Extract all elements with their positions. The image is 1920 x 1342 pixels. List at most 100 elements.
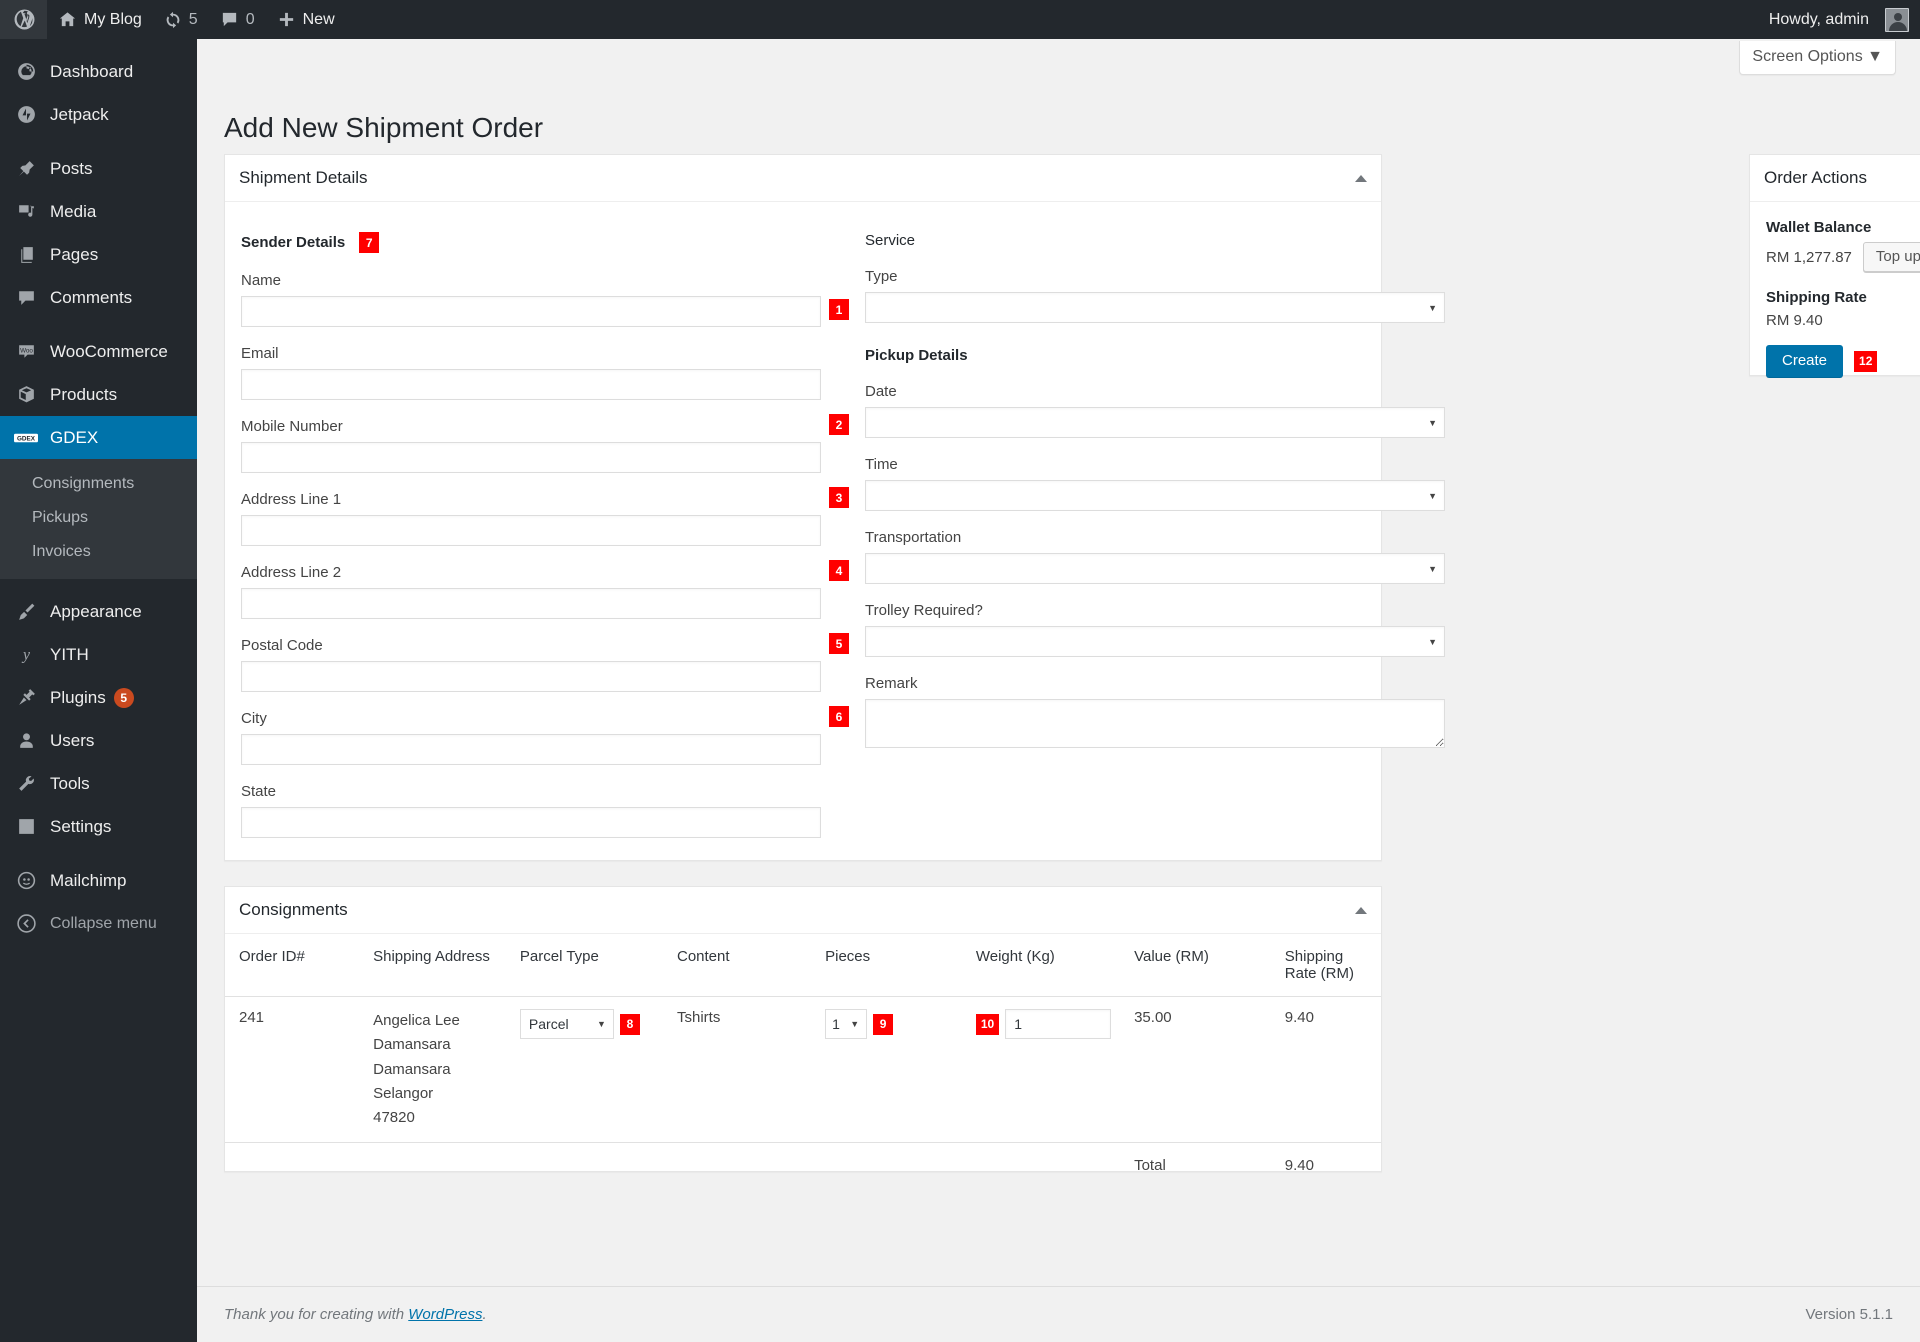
collapse-menu-label: Collapse menu [50, 914, 157, 932]
field-label-mobile: Mobile Number [241, 418, 343, 435]
consignments-table-head: Order ID# Shipping Address Parcel Type C… [225, 934, 1381, 997]
pin-icon [14, 157, 38, 181]
comments-icon [14, 286, 38, 310]
parcel-type-select[interactable]: Parcel [519, 1009, 614, 1039]
field-transportation: Transportation 4 [829, 529, 1445, 584]
sidebar-item-jetpack[interactable]: Jetpack [0, 93, 197, 136]
sidebar-item-label: WooCommerce [50, 341, 168, 361]
sidebar-item-dashboard[interactable]: Dashboard [0, 50, 197, 93]
cell-content: Tshirts [676, 996, 826, 1144]
create-button[interactable]: Create [1766, 345, 1844, 377]
annotation-badge-5: 5 [829, 633, 849, 654]
chevron-down-icon: ▼ [1867, 48, 1883, 65]
comments-button[interactable]: 0 [209, 0, 266, 39]
comment-bubble-icon [220, 10, 239, 29]
sender-mobile-input[interactable] [241, 442, 821, 473]
pickup-date-select[interactable] [865, 407, 1445, 438]
sidebar-item-label: Tools [50, 773, 90, 793]
total-spacer [225, 1142, 374, 1187]
column-header-shipping-address: Shipping Address [373, 934, 520, 997]
footer-thanks-prefix: Thank you for creating with [224, 1306, 409, 1323]
sender-address2-input[interactable] [241, 588, 821, 619]
sidebar-item-posts[interactable]: Posts [0, 147, 197, 190]
field-remark: Remark 6 [829, 675, 1445, 751]
site-name-button[interactable]: My Blog [47, 0, 153, 39]
table-total-row: Total 9.40 [225, 1142, 1381, 1187]
collapse-menu-button[interactable]: Collapse menu [0, 902, 197, 945]
sidebar-item-consignments[interactable]: Consignments [32, 475, 135, 492]
screen-options-label: Screen Options [1752, 48, 1863, 65]
sender-name-input[interactable] [241, 296, 821, 327]
remark-textarea[interactable] [865, 699, 1445, 748]
sidebar-item-appearance[interactable]: Appearance [0, 590, 197, 633]
appearance-brush-icon [14, 600, 38, 624]
sidebar-item-users[interactable]: Users [0, 719, 197, 762]
consignments-header: Consignments [225, 887, 1381, 934]
wallet-balance-label: Wallet Balance [1766, 219, 1872, 236]
admin-bar-right: Howdy, admin [1758, 0, 1920, 39]
sidebar-item-gdex[interactable]: GDEX GDEX [0, 416, 205, 459]
field-label-postal: Postal Code [241, 637, 323, 654]
pickup-time-select[interactable] [865, 480, 1445, 511]
service-type-select[interactable] [865, 292, 1445, 323]
screen-options-button[interactable]: Screen Options ▼ [1739, 41, 1896, 75]
top-up-button[interactable]: Top up [1862, 242, 1920, 272]
sender-city-input[interactable] [241, 734, 821, 765]
address-line: 47820 [373, 1109, 415, 1127]
sidebar-item-label: Settings [50, 816, 112, 836]
column-header-value: Value (RM) [1134, 934, 1285, 997]
address-line: Damansara [373, 1060, 451, 1078]
wallet-balance-value: RM 1,277.87 [1766, 248, 1852, 266]
sidebar-item-products[interactable]: Products [0, 373, 197, 416]
order-actions-title: Order Actions [1764, 168, 1867, 187]
service-pickup-column: Service Type 1 Pickup Details Date [823, 232, 1445, 856]
transportation-select[interactable] [865, 553, 1445, 584]
trolley-required-select[interactable] [865, 626, 1445, 657]
sender-email-input[interactable] [241, 369, 821, 400]
field-trolley-required: Trolley Required? 5 [829, 602, 1445, 657]
field-name: Name [241, 272, 823, 327]
collapse-toggle-icon[interactable] [1355, 906, 1367, 914]
annotation-badge-9: 9 [873, 1013, 894, 1035]
column-header-shipping-rate: Shipping Rate (RM) [1284, 934, 1381, 997]
field-address-line-2: Address Line 2 [241, 564, 823, 619]
main-content-area: Screen Options ▼ Add New Shipment Order … [197, 39, 1920, 1342]
sidebar-item-label: Mailchimp [50, 870, 127, 890]
field-label-date: Date [865, 383, 897, 400]
sidebar-item-pages[interactable]: Pages [0, 233, 197, 276]
settings-sliders-icon [14, 815, 38, 839]
wordpress-logo-button[interactable] [0, 0, 47, 39]
sidebar-item-plugins[interactable]: Plugins 5 [0, 676, 197, 719]
my-account-button[interactable]: Howdy, admin [1758, 0, 1920, 39]
weight-input[interactable] [1005, 1009, 1112, 1039]
cell-parcel-type: Parcel 8 [519, 996, 677, 1144]
field-label-address1: Address Line 1 [241, 491, 342, 508]
sidebar-item-settings[interactable]: Settings [0, 805, 197, 848]
users-icon [14, 729, 38, 753]
new-content-button[interactable]: New [266, 0, 346, 39]
sidebar-item-tools[interactable]: Tools [0, 762, 197, 805]
cell-shipping-address: Angelica Lee Damansara Damansara Selango… [373, 996, 520, 1144]
annotation-badge-3: 3 [829, 487, 849, 508]
user-avatar-icon [1885, 7, 1909, 32]
column-header-weight: Weight (Kg) [975, 934, 1135, 997]
sidebar-item-media[interactable]: Media [0, 190, 197, 233]
sidebar-item-invoices[interactable]: Invoices [32, 543, 91, 560]
sender-address1-input[interactable] [241, 515, 821, 546]
sender-postal-input[interactable] [241, 661, 821, 692]
sidebar-item-mailchimp[interactable]: Mailchimp [0, 859, 197, 902]
wordpress-link[interactable]: WordPress [408, 1306, 483, 1323]
field-pickup-date: Date 2 [829, 383, 1445, 438]
updates-button[interactable]: 5 [153, 0, 209, 39]
annotation-badge-7: 7 [359, 232, 380, 253]
collapse-toggle-icon[interactable] [1355, 174, 1367, 182]
sidebar-item-label: Jetpack [50, 104, 109, 124]
sender-state-input[interactable] [241, 807, 821, 838]
sidebar-item-pickups[interactable]: Pickups [32, 509, 89, 526]
pieces-select[interactable]: 1 [825, 1009, 868, 1039]
sidebar-item-woocommerce[interactable]: Woo WooCommerce [0, 330, 197, 373]
svg-text:y: y [21, 647, 30, 664]
sidebar-item-yith[interactable]: y YITH [0, 633, 197, 676]
sidebar-item-comments[interactable]: Comments [0, 276, 197, 319]
cell-pieces: 1 9 [825, 996, 976, 1144]
